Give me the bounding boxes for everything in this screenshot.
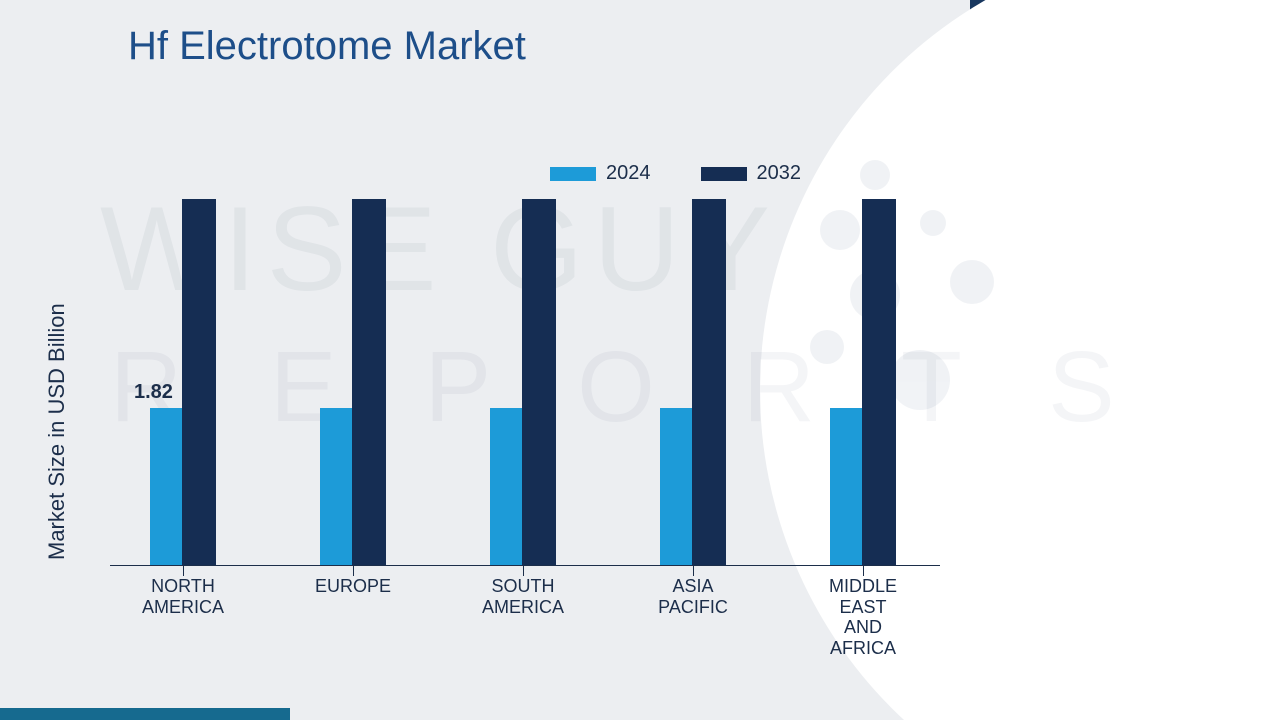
- bar-group: [660, 199, 726, 565]
- footer-accent-bar: [0, 708, 290, 720]
- x-tick: [863, 566, 864, 576]
- bar-2024: [150, 408, 184, 565]
- y-axis-label: Market Size in USD Billion: [44, 303, 70, 560]
- legend-item-2032: 2032: [701, 162, 802, 185]
- bar-2024: [320, 408, 354, 565]
- chart-plot: NORTHAMERICAEUROPESOUTHAMERICAASIAPACIFI…: [110, 196, 940, 566]
- chart-title: Hf Electrotome Market: [128, 24, 526, 69]
- legend-label-2024: 2024: [606, 162, 651, 185]
- bar-2032: [182, 199, 216, 565]
- x-axis-label: EUROPE: [288, 576, 418, 597]
- bar-2024: [660, 408, 694, 565]
- bar-2032: [862, 199, 896, 565]
- x-axis-label: SOUTHAMERICA: [458, 576, 588, 617]
- x-tick: [523, 566, 524, 576]
- x-axis-label: MIDDLEEASTANDAFRICA: [798, 576, 928, 659]
- brand-logo: WISE GUY R E P O R T S: [1062, 28, 1256, 76]
- bar-2024: [490, 408, 524, 565]
- legend: 2024 2032: [550, 162, 801, 185]
- bar-group: [490, 199, 556, 565]
- x-tick: [693, 566, 694, 576]
- value-label: 1.82: [134, 381, 173, 404]
- bar-2024: [830, 408, 864, 565]
- bar-group: [320, 199, 386, 565]
- brand-head-icon: [1200, 52, 1260, 112]
- legend-label-2032: 2032: [757, 162, 802, 185]
- x-tick: [183, 566, 184, 576]
- x-axis-label: ASIAPACIFIC: [628, 576, 758, 617]
- bar-2032: [352, 199, 386, 565]
- legend-swatch-2024: [550, 167, 596, 181]
- bar-2032: [692, 199, 726, 565]
- bar-2032: [522, 199, 556, 565]
- x-axis-label: NORTHAMERICA: [118, 576, 248, 617]
- x-tick: [353, 566, 354, 576]
- bar-group: [830, 199, 896, 565]
- legend-swatch-2032: [701, 167, 747, 181]
- legend-item-2024: 2024: [550, 162, 651, 185]
